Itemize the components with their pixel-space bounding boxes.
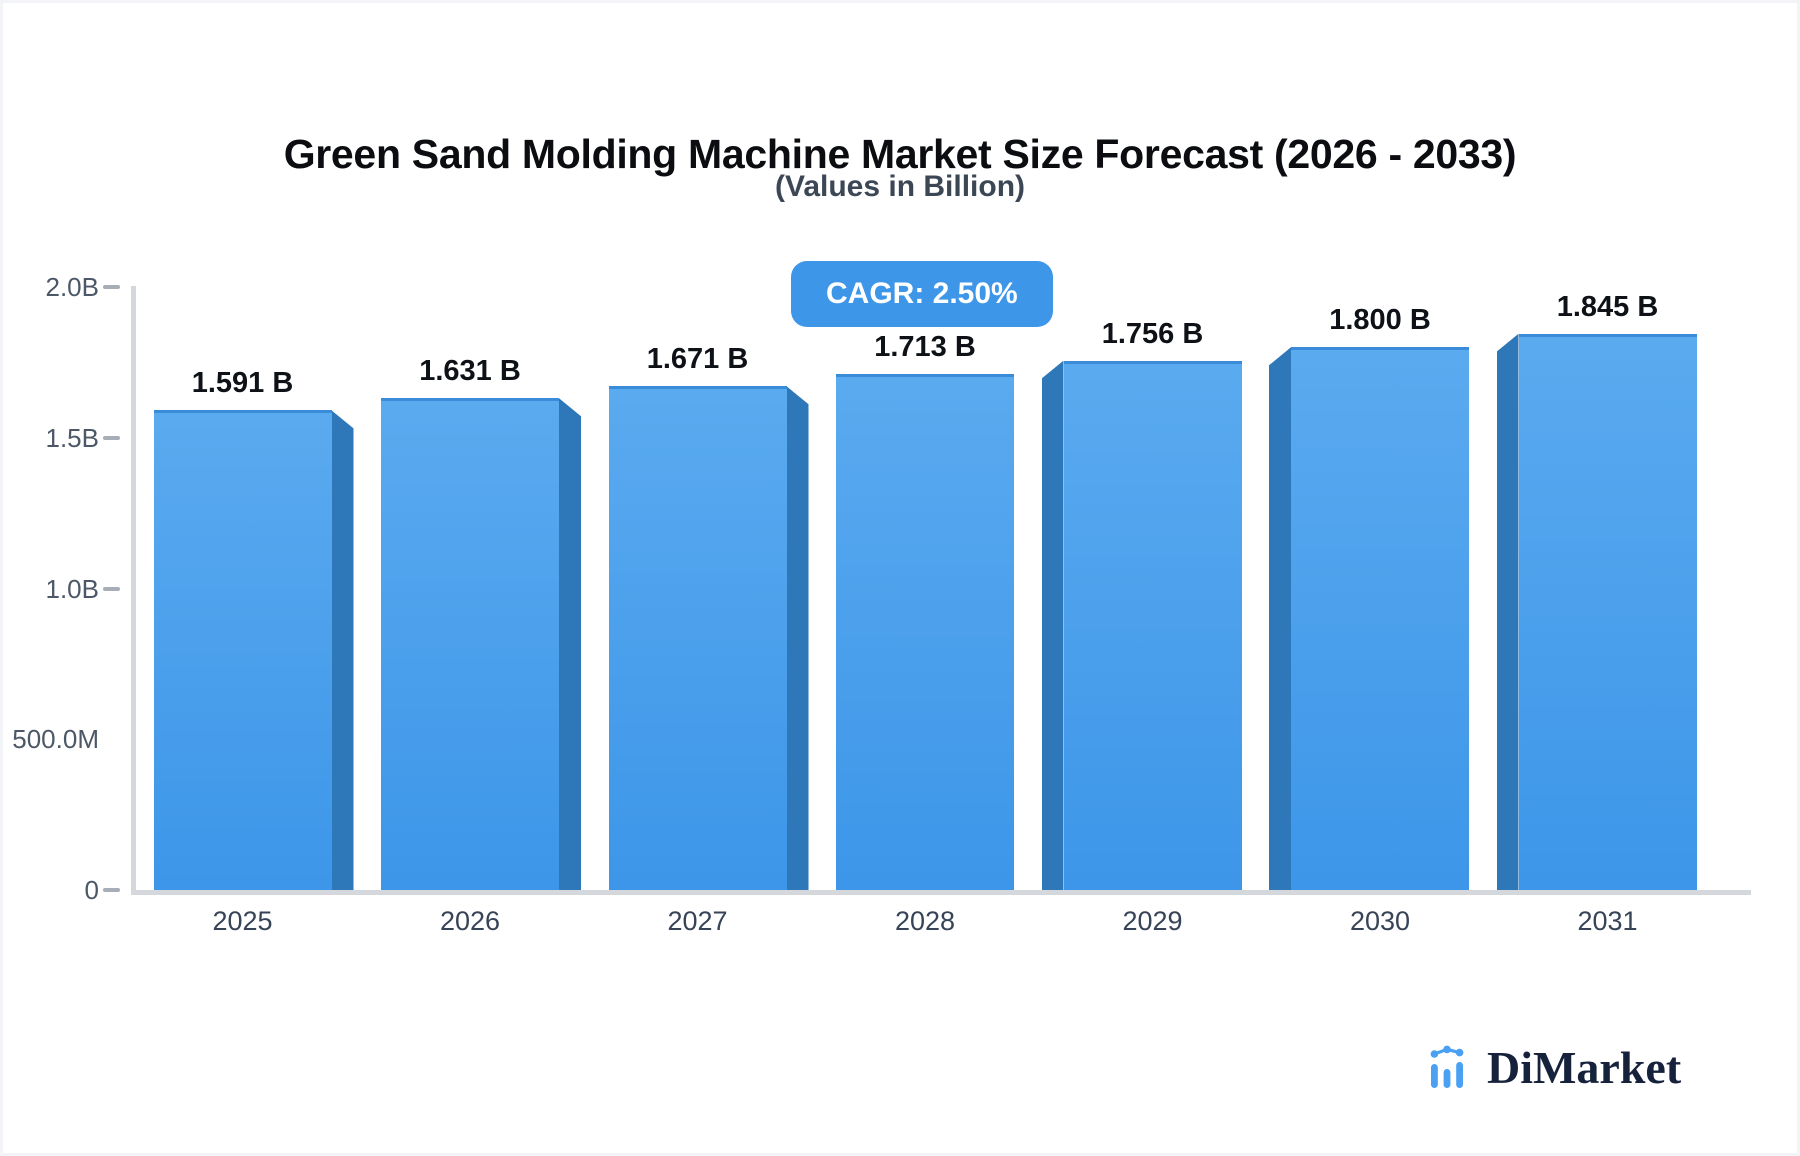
- bar-value-label: 1.591 B: [191, 367, 294, 400]
- x-axis-label: 2031: [1577, 906, 1638, 936]
- chart-title: Green Sand Molding Machine Market Size F…: [283, 131, 1517, 178]
- y-tick-mark: [103, 888, 120, 892]
- x-axis-label: 2026: [439, 906, 501, 936]
- bar-2027[interactable]: [608, 386, 787, 890]
- x-axis-line: [131, 890, 1751, 895]
- cagr-badge: CAGR: 2.50%: [791, 261, 1053, 327]
- bar-side-panel: [786, 386, 809, 890]
- plot-area: 2.0B 1.5B 1.0B 500.0M 0 1.591 B 2025 1.631 B 202…: [3, 3, 1797, 1153]
- bar-2025[interactable]: [153, 410, 332, 890]
- bar-side-panel: [559, 398, 581, 890]
- bar-value-label: 1.713 B: [874, 330, 976, 363]
- bar-side-panel: [331, 410, 354, 890]
- bar-2028[interactable]: [836, 373, 1014, 890]
- chart-subtitle: (Values in Billion): [774, 170, 1026, 203]
- bar-side-panel: [1041, 360, 1064, 890]
- bar-value-label: 1.756 B: [1101, 317, 1204, 350]
- y-tick-mark: [103, 435, 120, 440]
- bar-2031[interactable]: [1518, 333, 1697, 890]
- bar-value-label: 1.671 B: [646, 343, 749, 376]
- y-axis-line: [131, 286, 136, 895]
- y-tick-label: 500.0M: [12, 724, 99, 755]
- y-tick-label: 1.5B: [45, 422, 100, 453]
- x-axis-label: 2030: [1349, 906, 1411, 936]
- x-axis-label: 2028: [894, 906, 956, 936]
- bar-line-chart-icon: [1430, 1045, 1464, 1088]
- bar-side-panel: [1496, 333, 1519, 890]
- y-tick-label: 2.0B: [45, 272, 100, 302]
- y-tick-label: 1.0B: [45, 573, 100, 604]
- y-tick-mark: [103, 586, 120, 591]
- x-axis-label: 2025: [212, 906, 273, 936]
- dimarket-logo: DiMarket: [1427, 1043, 1681, 1093]
- bar-2029[interactable]: [1063, 360, 1242, 890]
- x-axis-label: 2029: [1122, 906, 1183, 936]
- logo-text: DiMarket: [1487, 1042, 1682, 1093]
- bar-2030[interactable]: [1291, 347, 1469, 890]
- bar-2026[interactable]: [381, 398, 559, 890]
- y-tick-label: 0: [84, 875, 99, 905]
- bar-value-label: 1.845 B: [1556, 290, 1659, 323]
- y-tick-mark: [103, 285, 120, 289]
- bar-side-panel: [1269, 347, 1291, 890]
- x-axis-label: 2027: [667, 906, 728, 936]
- bar-value-label: 1.631 B: [419, 355, 521, 388]
- bar-value-label: 1.800 B: [1329, 304, 1431, 337]
